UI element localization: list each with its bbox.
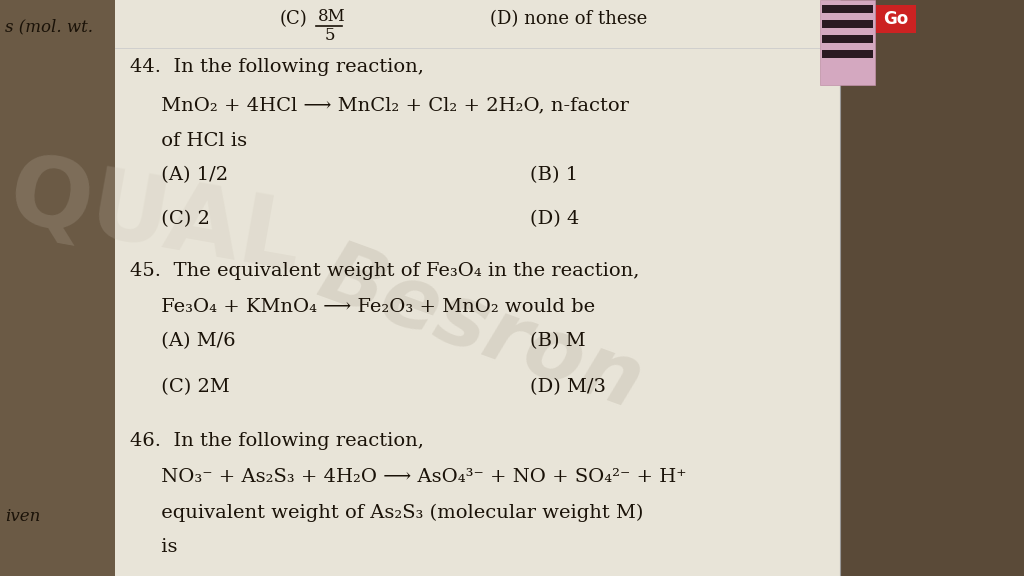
Bar [822,20,873,28]
Text: iven: iven [5,508,40,525]
Text: Besron: Besron [307,233,653,427]
Bar [0,0,115,576]
Bar [840,0,1024,576]
Text: (C) 2M: (C) 2M [130,378,229,396]
Text: (A) M/6: (A) M/6 [130,332,236,350]
Text: 45.  The equivalent weight of Fe₃O₄ in the reaction,: 45. The equivalent weight of Fe₃O₄ in th… [130,262,639,280]
Text: (B) M: (B) M [530,332,586,350]
Text: 8M: 8M [318,8,346,25]
Text: 46.  In the following reaction,: 46. In the following reaction, [130,432,424,450]
Bar [822,50,873,58]
Text: s (mol. wt.: s (mol. wt. [5,18,93,35]
Text: Go: Go [884,10,908,28]
Bar [115,0,840,576]
Bar [822,35,873,43]
Text: (A) 1/2: (A) 1/2 [130,166,228,184]
Bar [822,5,873,13]
Bar [876,5,916,33]
Bar [820,0,874,85]
Text: QUAL: QUAL [1,149,308,291]
Text: (D) M/3: (D) M/3 [530,378,606,396]
Text: equivalent weight of As₂S₃ (molecular weight M): equivalent weight of As₂S₃ (molecular we… [130,504,643,522]
Text: (D) 4: (D) 4 [530,210,580,228]
Text: is: is [130,538,177,556]
Text: Fe₃O₄ + KMnO₄ ⟶ Fe₂O₃ + MnO₂ would be: Fe₃O₄ + KMnO₄ ⟶ Fe₂O₃ + MnO₂ would be [130,298,595,316]
Text: NO₃⁻ + As₂S₃ + 4H₂O ⟶ AsO₄³⁻ + NO + SO₄²⁻ + H⁺: NO₃⁻ + As₂S₃ + 4H₂O ⟶ AsO₄³⁻ + NO + SO₄²… [130,468,686,486]
Text: (B) 1: (B) 1 [530,166,579,184]
Text: of HCl is: of HCl is [130,132,247,150]
Text: 44.  In the following reaction,: 44. In the following reaction, [130,58,424,76]
Text: 5: 5 [325,27,336,44]
Text: (C): (C) [280,10,308,28]
Text: MnO₂ + 4HCl ⟶ MnCl₂ + Cl₂ + 2H₂O, n-factor: MnO₂ + 4HCl ⟶ MnCl₂ + Cl₂ + 2H₂O, n-fact… [130,96,629,114]
Text: (D) none of these: (D) none of these [490,10,647,28]
Text: (C) 2: (C) 2 [130,210,210,228]
